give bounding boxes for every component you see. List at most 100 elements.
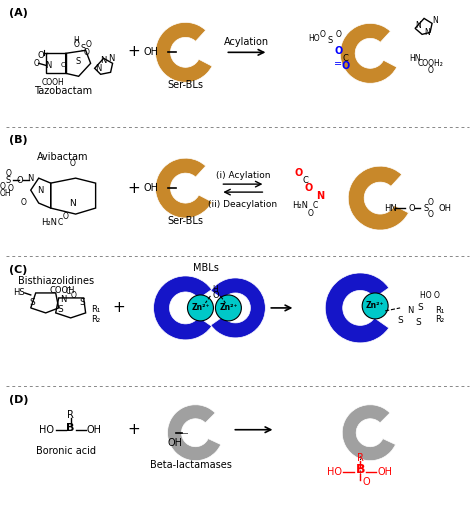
Text: H₂N: H₂N — [292, 200, 308, 210]
Circle shape — [215, 295, 241, 321]
Wedge shape — [211, 278, 265, 338]
Text: O: O — [319, 30, 325, 39]
Text: H: H — [73, 36, 79, 45]
Text: C: C — [313, 200, 318, 210]
Text: =: = — [334, 60, 342, 69]
Text: N: N — [69, 198, 76, 208]
Text: O: O — [427, 197, 433, 207]
Text: O: O — [70, 159, 75, 168]
Text: Boronic acid: Boronic acid — [36, 445, 96, 456]
Text: N: N — [61, 295, 67, 305]
Text: N: N — [415, 21, 421, 31]
Wedge shape — [348, 166, 409, 230]
Text: Ser-BLs: Ser-BLs — [167, 80, 203, 90]
Text: R₂: R₂ — [435, 315, 444, 324]
Text: O: O — [63, 211, 69, 221]
Text: B: B — [66, 423, 75, 433]
Text: R: R — [67, 410, 74, 420]
Text: Bisthiazolidines: Bisthiazolidines — [18, 276, 94, 286]
Wedge shape — [155, 158, 212, 218]
Wedge shape — [342, 405, 395, 461]
Text: OH: OH — [144, 47, 158, 57]
Text: O: O — [6, 169, 12, 178]
Text: HO O: HO O — [420, 292, 440, 300]
Text: Zn²⁺: Zn²⁺ — [366, 301, 384, 310]
Wedge shape — [167, 405, 221, 461]
Wedge shape — [325, 273, 389, 343]
Text: R₁: R₁ — [435, 307, 444, 315]
Text: C: C — [302, 176, 308, 184]
Text: O: O — [74, 40, 80, 49]
Text: C: C — [58, 218, 64, 226]
Text: N: N — [46, 61, 52, 70]
Text: N: N — [27, 174, 34, 183]
Text: O: O — [37, 51, 44, 60]
Text: O: O — [212, 292, 219, 300]
Text: OH: OH — [438, 204, 451, 212]
Text: (D): (D) — [9, 395, 28, 405]
Text: O: O — [294, 168, 302, 178]
Text: +: + — [127, 422, 140, 437]
Text: OH: OH — [0, 189, 11, 197]
Text: O: O — [427, 66, 433, 75]
Text: N: N — [424, 28, 430, 37]
Text: COOH₂: COOH₂ — [417, 59, 443, 68]
Text: B: B — [356, 463, 365, 476]
Text: S: S — [423, 204, 428, 212]
Text: Acylation: Acylation — [224, 37, 269, 47]
Text: N: N — [432, 17, 438, 25]
Text: (B): (B) — [9, 135, 27, 145]
Text: Ser-BLs: Ser-BLs — [167, 216, 203, 226]
Text: O: O — [341, 61, 349, 71]
Text: OH: OH — [144, 183, 158, 193]
Text: S: S — [80, 44, 85, 53]
Text: O: O — [16, 176, 23, 184]
Text: N: N — [407, 307, 413, 315]
Text: +: + — [112, 300, 125, 315]
Text: O: O — [304, 183, 312, 193]
Text: Tazobactam: Tazobactam — [34, 87, 92, 96]
Text: C: C — [342, 54, 348, 63]
Wedge shape — [340, 23, 397, 83]
Text: Beta-lactamases: Beta-lactamases — [149, 459, 231, 470]
Text: S: S — [58, 306, 64, 314]
Text: OH: OH — [377, 467, 392, 477]
Text: HN: HN — [410, 54, 421, 63]
Text: O: O — [86, 40, 91, 49]
Text: OH: OH — [87, 425, 101, 435]
Text: S: S — [328, 36, 333, 45]
Text: Avibactam: Avibactam — [37, 152, 89, 162]
Text: S: S — [397, 316, 403, 325]
Text: N: N — [316, 191, 324, 201]
Text: (ii) Deacylation: (ii) Deacylation — [208, 200, 277, 209]
Text: O: O — [427, 210, 433, 219]
Text: HS: HS — [13, 289, 25, 297]
Text: S: S — [80, 298, 85, 307]
Text: N: N — [109, 54, 115, 63]
Text: N: N — [100, 56, 107, 65]
Text: HN: HN — [384, 204, 397, 212]
Text: +: + — [127, 44, 140, 59]
Text: O: O — [71, 292, 77, 300]
Text: O: O — [334, 46, 342, 56]
Text: O: O — [8, 183, 14, 193]
Circle shape — [188, 295, 213, 321]
Text: +: + — [127, 181, 140, 196]
Text: H₂N: H₂N — [41, 218, 57, 226]
Text: H: H — [212, 285, 219, 294]
Text: HO: HO — [39, 425, 54, 435]
Text: COOH: COOH — [50, 286, 75, 295]
Text: C: C — [60, 62, 65, 68]
Text: O: O — [335, 30, 341, 39]
Text: O: O — [34, 59, 40, 68]
Text: HO: HO — [327, 467, 342, 477]
Wedge shape — [155, 22, 212, 82]
Text: O: O — [408, 204, 415, 212]
Text: R: R — [357, 453, 364, 463]
Text: O: O — [0, 182, 6, 191]
Text: N: N — [37, 185, 44, 195]
Text: S: S — [417, 304, 423, 312]
Text: C: C — [66, 287, 71, 296]
Text: O: O — [84, 48, 90, 57]
Text: Zn²⁺: Zn²⁺ — [219, 304, 237, 312]
